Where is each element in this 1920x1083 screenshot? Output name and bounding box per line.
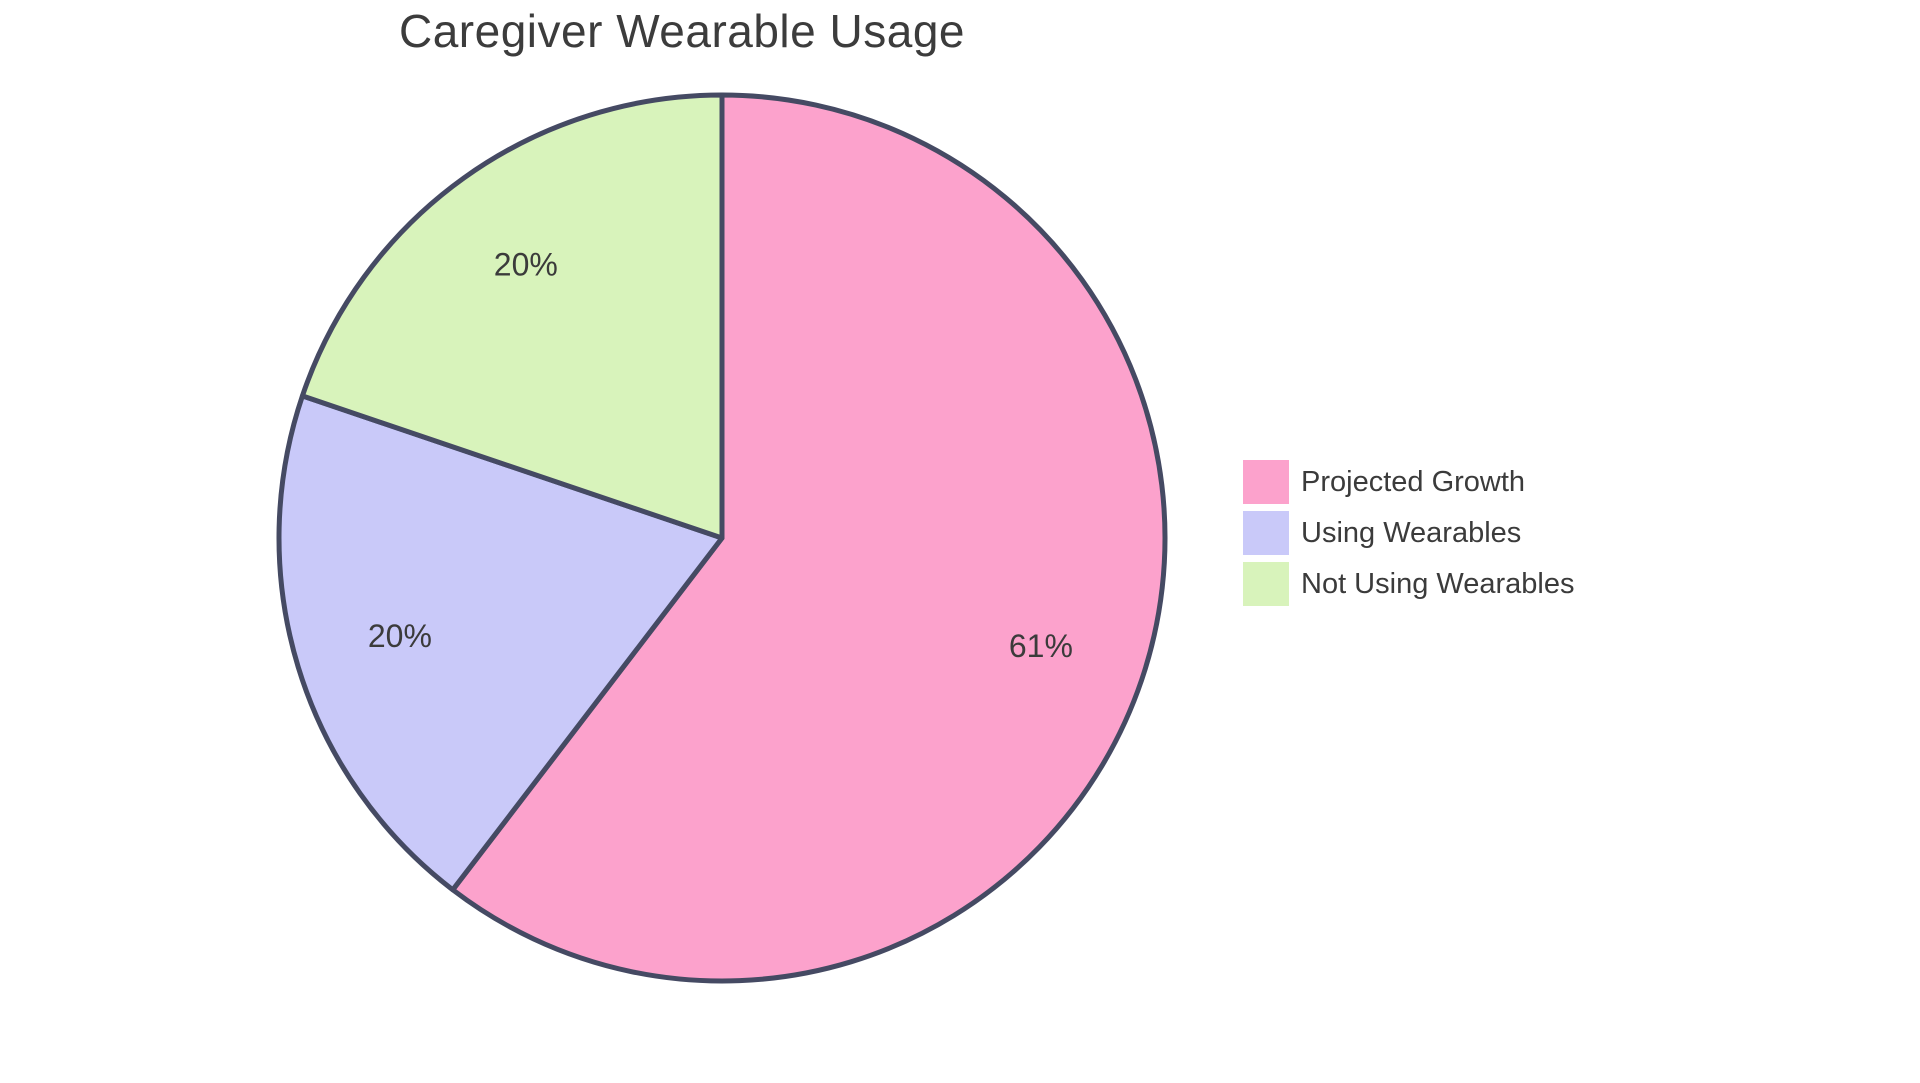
- slice-percent-label-using-wearables: 20%: [368, 618, 432, 654]
- legend-label-projected-growth: Projected Growth: [1301, 465, 1526, 498]
- legend-item-projected-growth: Projected Growth: [1243, 460, 1574, 504]
- legend-swatch-not-using-wearables: [1243, 562, 1289, 606]
- slice-percent-label-projected-growth: 61%: [1009, 628, 1073, 664]
- pie-slice-not-using-wearables: [299, 92, 725, 541]
- pie-slice-using-wearables: [276, 393, 725, 893]
- chart-title: Caregiver Wearable Usage: [399, 5, 965, 57]
- legend-item-not-using-wearables: Not Using Wearables: [1243, 562, 1574, 606]
- legend-label-using-wearables: Using Wearables: [1301, 516, 1522, 549]
- pie-slice-projected-growth: [450, 92, 1168, 984]
- legend-swatch-projected-growth: [1243, 460, 1289, 504]
- slice-percent-label-not-using-wearables: 20%: [494, 246, 558, 282]
- legend-item-using-wearables: Using Wearables: [1243, 511, 1574, 555]
- legend: Projected Growth Using Wearables Not Using…: [1243, 460, 1574, 613]
- legend-swatch-using-wearables: [1243, 511, 1289, 555]
- legend-label-not-using-wearables: Not Using Wearables: [1301, 567, 1575, 600]
